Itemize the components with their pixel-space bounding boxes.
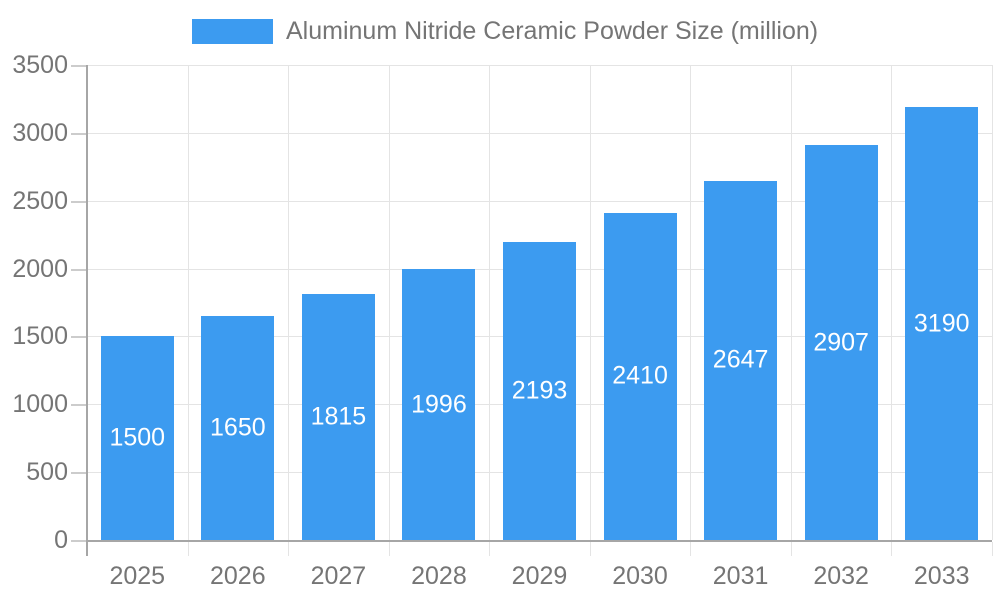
bar-value-label: 2907 [813,328,869,357]
x-axis-tick [891,542,893,556]
x-axis-tick-label: 2030 [612,562,668,590]
chart-legend: Aluminum Nitride Ceramic Powder Size (mi… [192,17,818,46]
legend-item[interactable]: Aluminum Nitride Ceramic Powder Size (mi… [192,17,818,46]
x-gridline [992,65,993,540]
bar[interactable]: 1996 [402,269,476,540]
x-axis-line [87,540,992,542]
legend-swatch-icon [192,19,273,44]
bar[interactable]: 2410 [603,212,677,540]
x-gridline [891,65,893,540]
bar[interactable]: 2193 [503,242,576,540]
x-axis-tick-label: 2026 [210,562,266,590]
x-axis-tick-label: 2032 [813,562,869,590]
x-axis-tick [589,542,591,556]
bar[interactable]: 1500 [100,336,174,540]
legend-label: Aluminum Nitride Ceramic Powder Size (mi… [286,17,819,45]
y-gridline [87,200,992,202]
y-axis-tick-label: 3500 [12,51,68,79]
bar[interactable]: 1815 [301,293,375,540]
y-axis-tick [71,336,87,339]
x-axis-tick [690,542,692,556]
bar-value-label: 2647 [712,345,769,374]
x-gridline [288,65,290,540]
bar-value-label: 1815 [310,402,367,431]
x-gridline [388,65,390,540]
y-axis-tick [71,132,87,135]
y-axis-tick [71,65,87,67]
y-axis-tick [71,268,87,271]
bar-value-label: 3190 [913,309,970,338]
x-axis-tick [388,542,390,556]
y-gridline [87,132,992,134]
x-gridline [690,65,692,540]
bar-value-label: 1996 [411,390,467,419]
bar-value-label: 1650 [210,413,266,442]
y-axis-tick-label: 2000 [12,254,68,283]
x-axis-tick [489,542,491,556]
y-axis-line [86,65,88,556]
y-axis-tick [71,540,87,542]
x-gridline [790,65,792,540]
x-gridline [489,65,491,540]
y-axis-tick-label: 2500 [12,186,68,215]
y-axis-tick-label: 0 [54,526,68,554]
bar-value-label: 1500 [109,423,166,452]
x-axis-tick-label: 2029 [511,562,568,590]
x-axis-tick-label: 2027 [310,562,367,590]
y-axis-tick-label: 1500 [12,322,68,351]
bar[interactable]: 3190 [905,107,979,540]
x-gridline [187,65,189,540]
y-axis-tick-label: 1000 [12,390,68,419]
x-axis-tick [992,542,993,556]
bar-value-label: 2410 [612,361,668,390]
y-gridline [87,65,992,66]
bar[interactable]: 2647 [704,180,778,540]
y-axis-tick [71,472,87,475]
x-axis-tick-label: 2025 [109,562,166,590]
x-axis-tick-label: 2028 [411,562,467,590]
y-axis-tick [71,404,87,407]
x-gridline [589,65,591,540]
y-axis-tick [71,200,87,203]
x-axis-tick [288,542,290,556]
y-axis-tick-label: 3000 [12,118,68,147]
x-axis-tick [187,542,189,556]
bar[interactable]: 1650 [201,316,275,540]
x-axis-tick-label: 2031 [712,562,769,590]
bar-value-label: 2193 [511,376,568,405]
x-axis-tick [790,542,792,556]
y-axis-tick-label: 500 [26,458,68,487]
bar[interactable]: 2907 [804,145,878,540]
x-axis-tick-label: 2033 [913,562,970,590]
